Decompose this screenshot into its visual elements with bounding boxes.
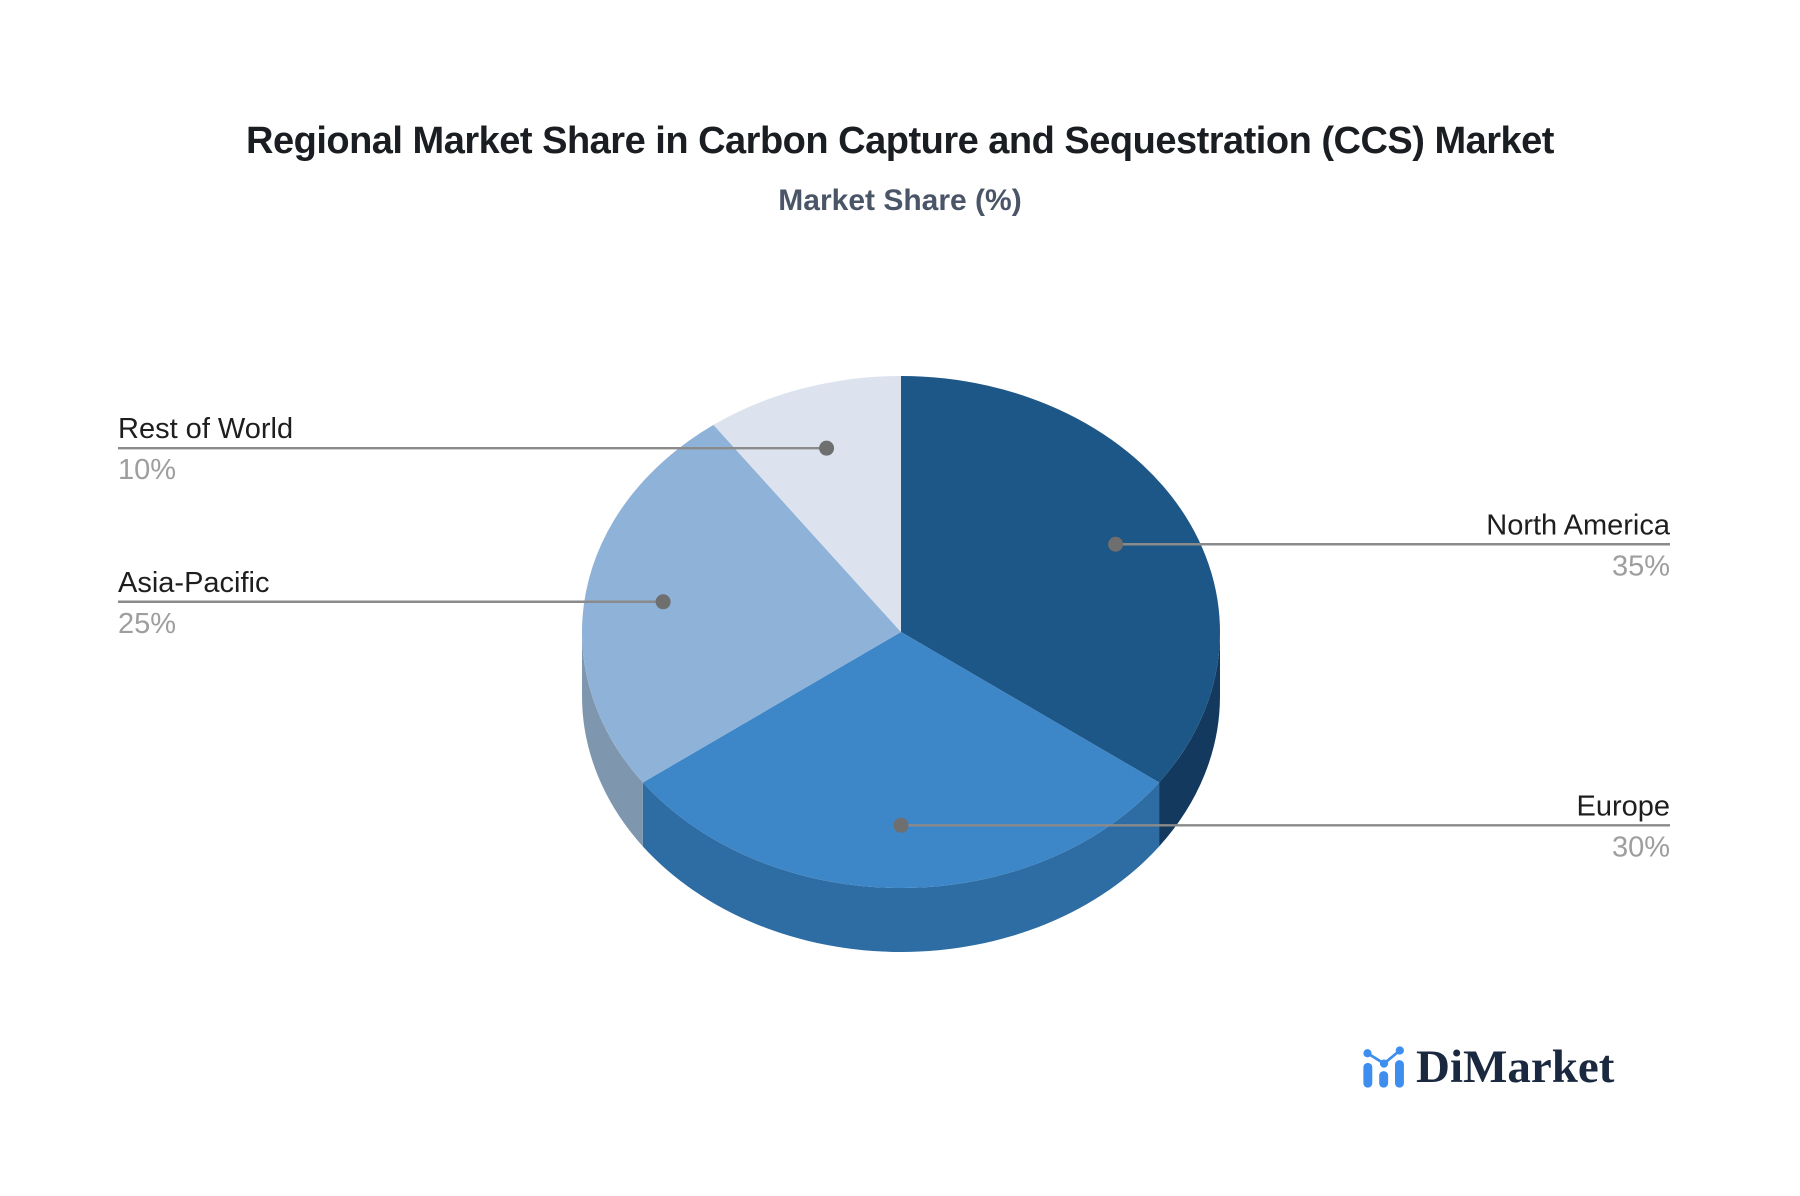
pie-slice-side-north-america (1159, 632, 1220, 847)
callout-dot-north-america (1108, 536, 1124, 552)
bar-chart-logo-icon (1363, 1046, 1404, 1088)
pie-slice-side-europe (642, 782, 1160, 953)
pie-slice-europe[interactable] (642, 632, 1160, 889)
logo-wordmark: DiMarket (1416, 1041, 1615, 1093)
dimarket-logo: DiMarket (1362, 1042, 1702, 1102)
pie-slice-asia-pacific[interactable] (581, 424, 901, 783)
chart-subtitle: Market Share (%) (778, 184, 1022, 217)
slice-label-north-america: North America (1486, 509, 1671, 541)
pie-slice-rest-of-world[interactable] (713, 376, 902, 632)
slice-label-rest-of-world: Rest of World (118, 413, 293, 445)
slice-value-asia-pacific: 25% (118, 608, 176, 640)
slice-label-asia-pacific: Asia-Pacific (118, 567, 270, 599)
pie-slice-north-america[interactable] (901, 376, 1221, 783)
callout-dot-europe (893, 817, 909, 833)
slice-value-north-america: 35% (1612, 550, 1670, 582)
pie-slice-side-asia-pacific (582, 632, 643, 847)
slice-value-europe: 30% (1612, 831, 1670, 863)
callout-dot-asia-pacific (655, 594, 671, 610)
chart-title: Regional Market Share in Carbon Capture … (246, 120, 1554, 162)
callout-dot-rest-of-world (819, 440, 835, 456)
slice-label-europe: Europe (1576, 790, 1670, 822)
slice-value-rest-of-world: 10% (118, 454, 176, 486)
